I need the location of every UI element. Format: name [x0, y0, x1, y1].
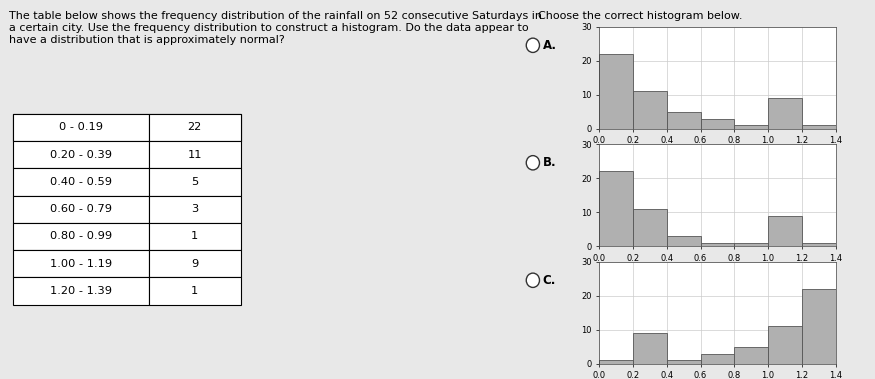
Bar — [734, 243, 768, 246]
FancyBboxPatch shape — [13, 250, 149, 277]
Text: Choose the correct histogram below.: Choose the correct histogram below. — [538, 11, 743, 21]
Bar — [802, 125, 836, 129]
FancyBboxPatch shape — [149, 223, 241, 250]
FancyBboxPatch shape — [13, 141, 149, 168]
Bar — [634, 209, 667, 246]
FancyBboxPatch shape — [149, 250, 241, 277]
FancyBboxPatch shape — [13, 114, 149, 141]
Text: 0.80 - 0.99: 0.80 - 0.99 — [50, 232, 112, 241]
Text: B.: B. — [542, 157, 556, 169]
Bar — [599, 54, 633, 129]
Text: Class: Class — [64, 121, 98, 134]
FancyBboxPatch shape — [13, 223, 149, 250]
Bar — [634, 333, 667, 364]
Text: 0.40 - 0.59: 0.40 - 0.59 — [50, 177, 112, 187]
Bar — [634, 91, 667, 129]
Text: A.: A. — [542, 39, 556, 52]
Bar — [701, 243, 734, 246]
FancyBboxPatch shape — [149, 141, 241, 168]
Text: 22: 22 — [187, 122, 202, 132]
Text: 0.20 - 0.39: 0.20 - 0.39 — [50, 150, 112, 160]
Text: 9: 9 — [191, 259, 199, 269]
Bar — [802, 243, 836, 246]
Bar — [802, 289, 836, 364]
Bar — [768, 216, 802, 246]
FancyBboxPatch shape — [13, 168, 149, 196]
FancyBboxPatch shape — [149, 114, 241, 141]
Bar — [768, 98, 802, 129]
Bar — [667, 360, 701, 364]
FancyBboxPatch shape — [149, 114, 241, 141]
Bar — [599, 171, 633, 246]
Text: 11: 11 — [187, 150, 202, 160]
Circle shape — [526, 156, 540, 170]
Bar — [768, 326, 802, 364]
FancyBboxPatch shape — [13, 114, 149, 141]
Text: C.: C. — [542, 274, 556, 287]
Bar — [667, 236, 701, 246]
Bar — [734, 347, 768, 364]
FancyBboxPatch shape — [13, 277, 149, 305]
Circle shape — [526, 273, 540, 287]
Text: 0 - 0.19: 0 - 0.19 — [59, 122, 103, 132]
Text: 1: 1 — [191, 232, 199, 241]
Text: 1: 1 — [191, 286, 199, 296]
Bar — [701, 119, 734, 129]
Bar — [701, 354, 734, 364]
Text: Frequency: Frequency — [160, 121, 229, 134]
Text: 1.20 - 1.39: 1.20 - 1.39 — [50, 286, 112, 296]
Text: The table below shows the frequency distribution of the rainfall on 52 consecuti: The table below shows the frequency dist… — [9, 11, 542, 45]
Circle shape — [526, 38, 540, 52]
Text: 5: 5 — [191, 177, 199, 187]
FancyBboxPatch shape — [149, 196, 241, 223]
Text: 3: 3 — [191, 204, 199, 214]
Text: 0.60 - 0.79: 0.60 - 0.79 — [50, 204, 112, 214]
FancyBboxPatch shape — [13, 196, 149, 223]
Bar — [599, 360, 633, 364]
FancyBboxPatch shape — [149, 168, 241, 196]
Text: 1.00 - 1.19: 1.00 - 1.19 — [50, 259, 112, 269]
Bar — [734, 125, 768, 129]
FancyBboxPatch shape — [149, 277, 241, 305]
Bar — [667, 112, 701, 129]
